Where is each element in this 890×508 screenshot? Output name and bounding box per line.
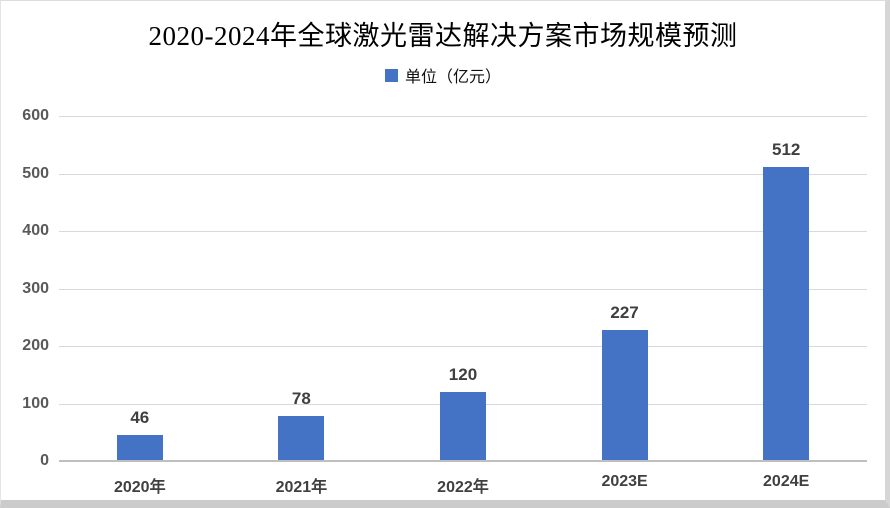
chart-title: 2020-2024年全球激光雷达解决方案市场规模预测 — [148, 21, 738, 51]
bar-value-label: 46 — [130, 407, 150, 427]
bar-slot-2020年: 46 — [59, 116, 221, 461]
y-tick-label: 0 — [40, 452, 49, 469]
y-tick-label: 600 — [22, 107, 49, 124]
gridline — [59, 116, 867, 117]
bar-value-label: 227 — [610, 303, 639, 323]
bars-row: 46 78 120 227 512 — [59, 116, 867, 461]
x-axis-labels: 2020年 2021年 2022年 2023E 2024E — [59, 473, 867, 497]
y-tick-label: 500 — [22, 164, 49, 182]
bar-2024E — [763, 166, 810, 461]
gridline — [59, 173, 867, 175]
bar-slot-2022年: 120 — [382, 116, 544, 461]
bar-2020年 — [116, 434, 163, 461]
legend-swatch-icon — [384, 68, 398, 82]
y-tick-label: 200 — [22, 337, 49, 354]
gridline — [59, 346, 867, 347]
x-tick-label: 2021年 — [275, 479, 328, 496]
bar-slot-2024E: 512 — [705, 116, 867, 461]
bar-2023E — [601, 330, 648, 461]
bar-slot-2023E: 227 — [544, 116, 706, 461]
y-tick-label: 300 — [22, 279, 49, 297]
bar-value-label: 120 — [448, 365, 478, 384]
plot-area: 0 100 200 300 400 500 600 46 78 120 227 512 2020年 2… — [22, 107, 867, 496]
y-tick-label: 100 — [22, 394, 49, 412]
x-tick-label: 2024E — [763, 473, 810, 490]
legend-label: 单位（亿元） — [404, 69, 501, 86]
x-tick-label: 2023E — [601, 473, 648, 490]
x-tick-label: 2020年 — [113, 479, 166, 496]
legend: 单位（亿元） — [1, 63, 885, 87]
gridline — [59, 231, 867, 232]
bar-slot-2021年: 78 — [221, 116, 383, 461]
x-axis-line — [59, 460, 867, 462]
gridline — [59, 288, 867, 290]
bar-value-label: 512 — [771, 139, 801, 159]
y-tick-label: 400 — [22, 222, 49, 239]
bar-value-label: 78 — [291, 389, 311, 409]
bar-2022年 — [439, 392, 486, 461]
bar-2021年 — [278, 416, 325, 461]
x-tick-label: 2022年 — [437, 479, 489, 496]
